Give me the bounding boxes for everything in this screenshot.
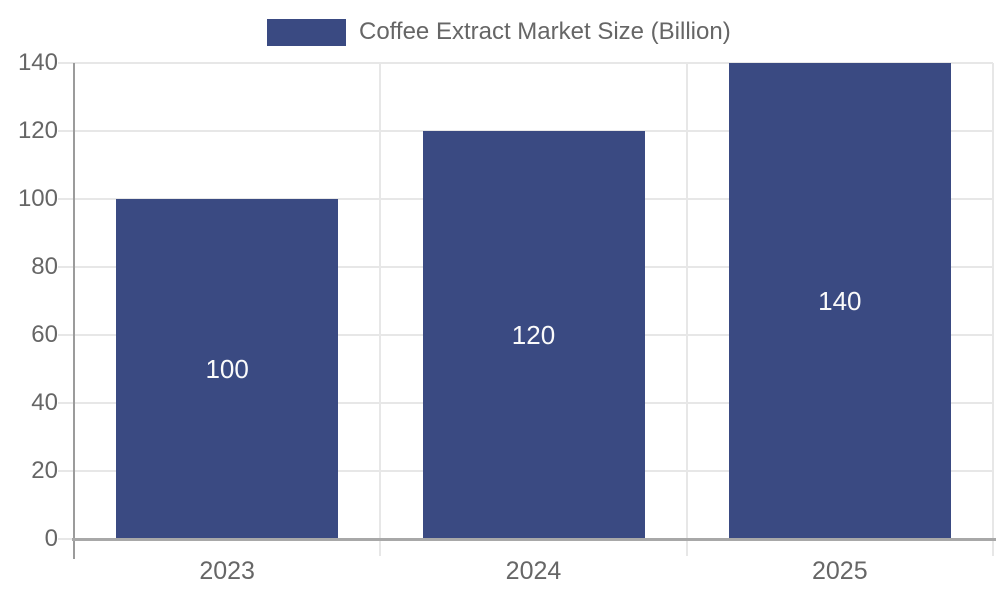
- bar-value-label: 140: [818, 286, 862, 316]
- y-tick-label: 80: [31, 253, 58, 280]
- y-axis-line: [73, 63, 75, 559]
- y-axis-tick: [58, 538, 74, 540]
- bar-2024: [422, 131, 645, 539]
- legend-swatch[interactable]: [267, 18, 346, 46]
- x-axis-line: [72, 538, 996, 541]
- x-tick-label: 2024: [505, 557, 562, 585]
- x-gridline: [379, 63, 382, 556]
- x-gridline: [685, 63, 688, 556]
- y-tick-label: 0: [44, 525, 58, 552]
- bar-2023: [116, 199, 339, 539]
- y-axis-tick: [58, 62, 74, 64]
- y-axis-tick: [58, 470, 74, 472]
- y-tick-label: 20: [31, 457, 58, 484]
- y-tick-label: 40: [31, 389, 58, 416]
- legend-label[interactable]: Coffee Extract Market Size (Billion): [359, 18, 731, 45]
- y-tick-label: 60: [31, 321, 58, 348]
- legend-item[interactable]: Coffee Extract Market Size (Billion): [267, 18, 731, 46]
- y-axis-tick: [58, 402, 74, 404]
- y-tick-label: 120: [17, 117, 58, 144]
- x-gridline: [992, 63, 994, 556]
- y-axis-tick: [58, 334, 74, 336]
- x-tick-label: 2023: [199, 557, 255, 585]
- y-axis-tick: [58, 130, 74, 132]
- bar-value-label: 100: [205, 354, 249, 384]
- bar-2025: [728, 63, 951, 539]
- bar-value-label: 120: [511, 320, 556, 350]
- y-gridline: [74, 62, 993, 64]
- y-tick-label: 140: [17, 49, 58, 76]
- y-axis-tick: [58, 198, 74, 200]
- y-tick-label: 100: [17, 185, 58, 212]
- y-axis-tick: [58, 266, 74, 268]
- x-tick-label: 2025: [812, 557, 868, 585]
